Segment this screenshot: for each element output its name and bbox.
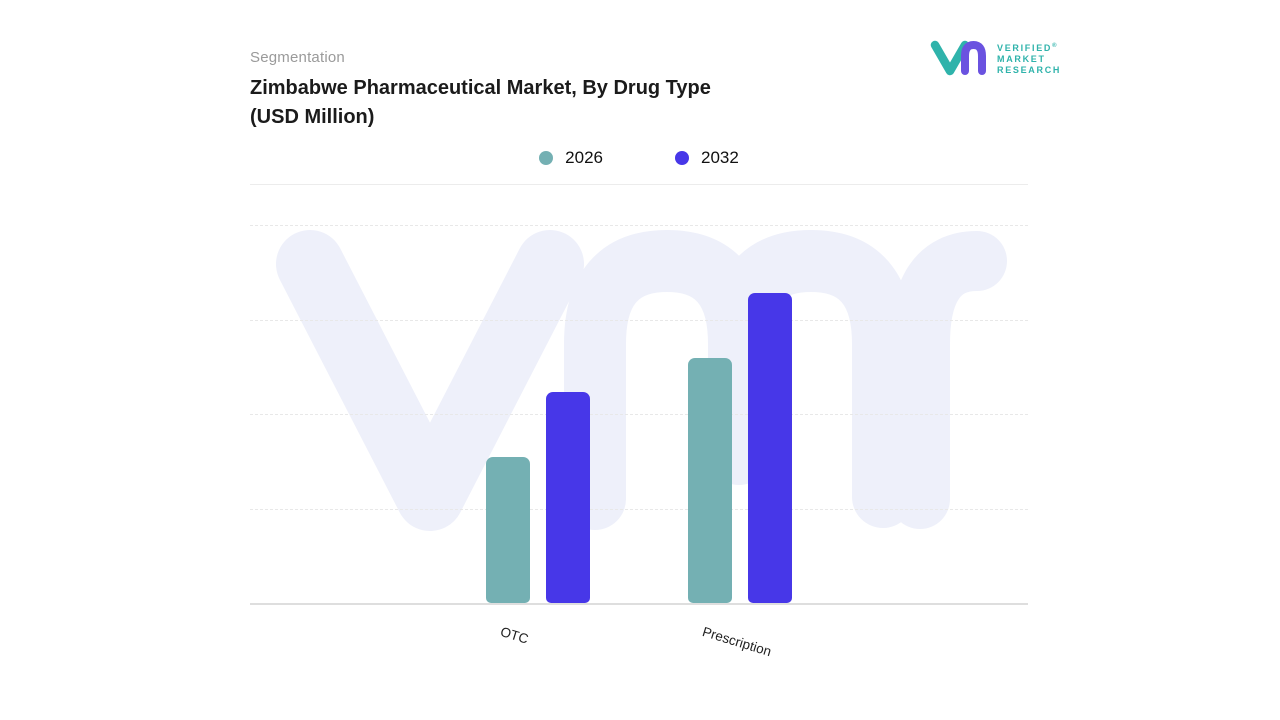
logo-word-research: RESEARCH <box>997 64 1062 75</box>
bar-otc-2032 <box>545 392 590 603</box>
x-axis: OTC Prescription <box>250 603 1028 693</box>
bar-otc-2026 <box>485 457 530 603</box>
gridline <box>250 508 1028 510</box>
legend-label-2026: 2026 <box>565 148 603 167</box>
logo-word-market: MARKET <box>997 53 1046 64</box>
x-axis-label-prescription: Prescription <box>700 624 774 660</box>
chart-legend: 2026 2032 <box>250 148 1028 168</box>
bar-prescription-2026 <box>688 358 733 603</box>
legend-swatch-2026 <box>539 151 554 165</box>
legend-item-2032: 2032 <box>675 148 739 168</box>
gridline <box>250 414 1028 415</box>
bar-chart-plot-area <box>250 225 1028 605</box>
gridline <box>250 225 1028 226</box>
segmentation-label: Segmentation <box>250 49 345 66</box>
legend-label-2032: 2032 <box>701 148 739 167</box>
gridline <box>250 319 1028 321</box>
chart-title-line1: Zimbabwe Pharmaceutical Market, By Drug … <box>250 77 711 99</box>
chart-title-line2: (USD Million) <box>250 106 375 128</box>
registered-trademark: ® <box>1052 42 1057 49</box>
bar-group-otc <box>485 392 590 603</box>
header-divider <box>250 184 1028 185</box>
vmr-logo-icon <box>930 40 986 76</box>
bar-prescription-2032 <box>748 293 793 603</box>
legend-swatch-2032 <box>675 151 689 165</box>
chart-title: Zimbabwe Pharmaceutical Market, By Drug … <box>250 74 711 132</box>
vmr-logo: VERIFIED® MARKET RESEARCH <box>930 38 1061 78</box>
legend-item-2026: 2026 <box>539 148 603 168</box>
vmr-logo-wordmark: VERIFIED® MARKET RESEARCH <box>997 42 1061 75</box>
bar-group-prescription <box>688 293 793 603</box>
logo-word-verified: VERIFIED® <box>997 42 1057 53</box>
vmr-watermark-icon <box>276 230 1007 531</box>
x-axis-label-otc: OTC <box>498 624 531 647</box>
x-axis-baseline <box>250 603 1028 605</box>
